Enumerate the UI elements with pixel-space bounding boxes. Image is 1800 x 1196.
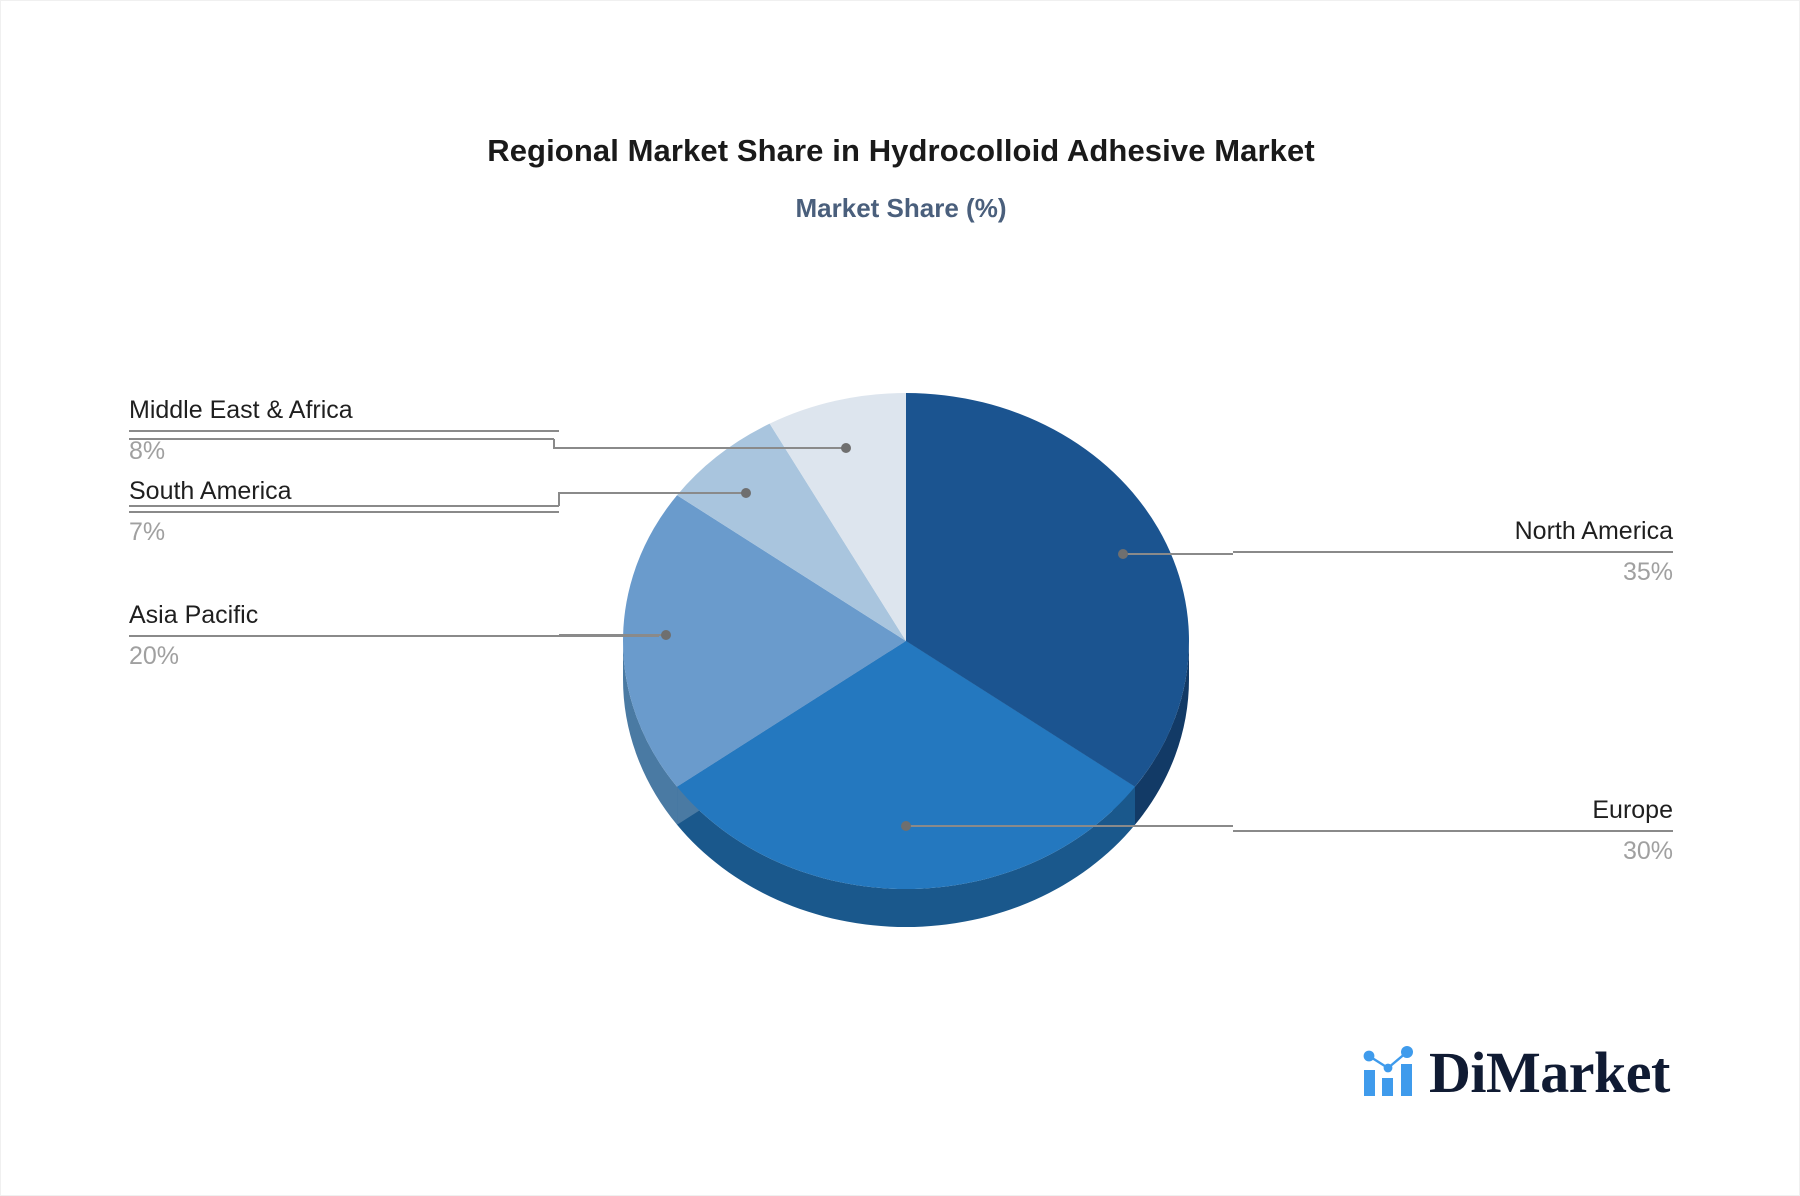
- leader-anchor-dot: [901, 821, 911, 831]
- pie-slice-europe[interactable]: [677, 641, 1135, 890]
- chart-title: Regional Market Share in Hydrocolloid Ad…: [487, 133, 1315, 168]
- callout-europe[interactable]: Europe 30%: [1233, 793, 1673, 868]
- callout-label-europe: Europe: [1592, 796, 1673, 824]
- pie-top-faces: [623, 393, 1189, 890]
- chart-subtitle: Market Share (%): [795, 193, 1007, 223]
- pie-slice-side: [1134, 641, 1189, 825]
- callout-north-america[interactable]: North America 35%: [1233, 514, 1673, 589]
- callout-rule: [129, 511, 559, 513]
- callout-value-south-america: 7%: [129, 518, 166, 546]
- brand-logo-text: DiMarket: [1429, 1040, 1670, 1105]
- pie-slice-side: [677, 786, 1135, 928]
- callout-asia-pacific[interactable]: Asia Pacific 20%: [129, 598, 659, 673]
- callout-rule: [129, 635, 659, 637]
- callout-south-america[interactable]: South America 7%: [129, 474, 559, 549]
- leader-line: [553, 439, 846, 449]
- callout-value-north-america: 35%: [1622, 558, 1673, 586]
- callout-label-south-america: South America: [129, 477, 292, 505]
- bar-chart-icon: [1363, 1046, 1413, 1096]
- callout-rule: [1233, 830, 1673, 832]
- callout-value-middle-east-africa: 8%: [129, 437, 166, 465]
- pie-slice-north-america[interactable]: [906, 393, 1189, 787]
- callout-rule: [129, 430, 559, 432]
- callout-label-north-america: North America: [1514, 517, 1673, 545]
- callout-rule: [1233, 551, 1673, 553]
- pie-slice-south-america[interactable]: [677, 423, 906, 641]
- callout-middle-east-africa[interactable]: Middle East & Africa 8%: [129, 393, 559, 468]
- callout-label-middle-east-africa: Middle East & Africa: [129, 396, 353, 424]
- leader-anchor-dot: [661, 630, 671, 640]
- callout-value-asia-pacific: 20%: [129, 642, 180, 670]
- leader-line: [558, 492, 746, 506]
- leader-anchor-dot: [841, 443, 851, 453]
- pie-slice-middle-east-africa[interactable]: [769, 393, 906, 641]
- leader-anchor-dot: [741, 488, 751, 498]
- callout-label-asia-pacific: Asia Pacific: [129, 601, 259, 629]
- brand-logo[interactable]: DiMarket: [1361, 1041, 1670, 1105]
- pie-slice-asia-pacific[interactable]: [623, 495, 906, 787]
- pie-slice-side: [623, 641, 678, 825]
- leader-anchor-dot: [1118, 549, 1128, 559]
- callout-value-europe: 30%: [1622, 837, 1673, 865]
